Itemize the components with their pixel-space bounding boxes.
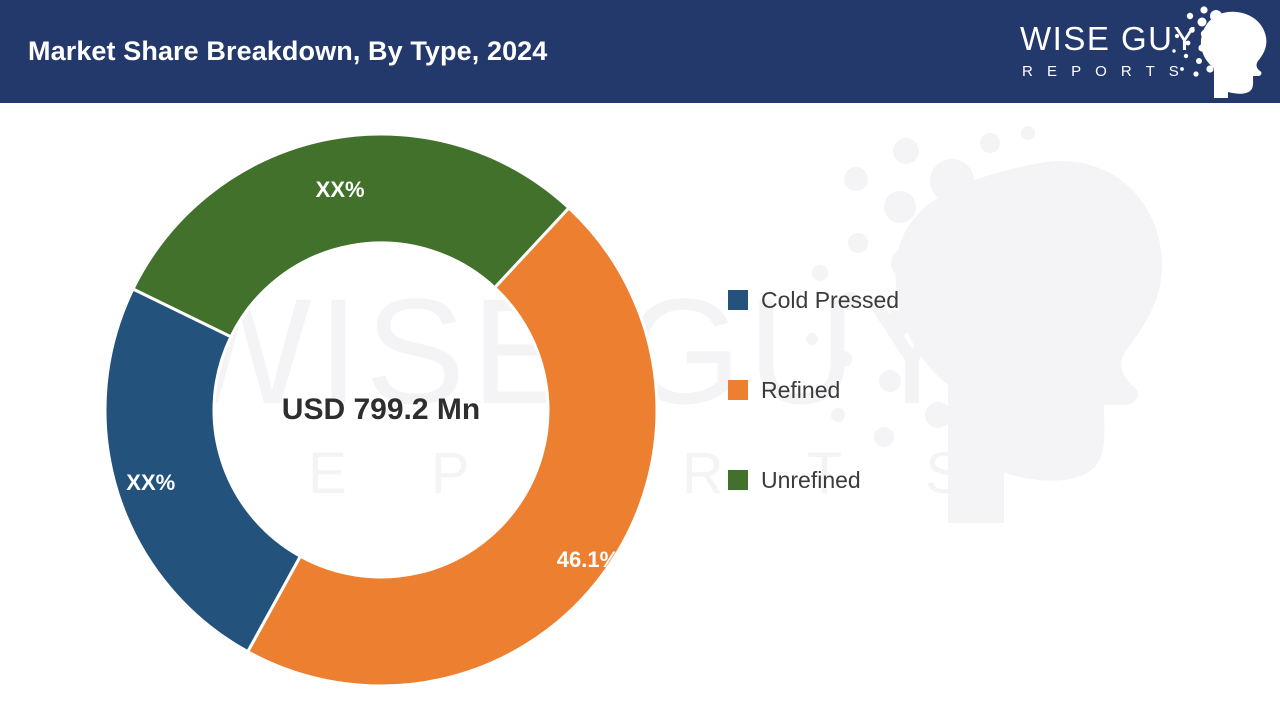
legend-label-cold-pressed: Cold Pressed [761,286,900,313]
donut-chart: XX% 46.1% XX% USD 799.2 Mn [0,103,1280,720]
donut-svg [103,132,659,688]
legend-item-refined[interactable]: Refined [728,345,1028,435]
legend-item-cold-pressed[interactable]: Cold Pressed [728,255,1028,345]
slice-label-refined: 46.1% [556,546,620,572]
logo-head-silhouette-icon [1172,6,1267,99]
donut-slice-cold-pressed[interactable] [103,287,303,654]
logo-wordmark-secondary: R E P O R T S [1022,63,1184,80]
donut-slices [103,132,659,688]
donut-center-value: USD 799.2 Mn [281,393,481,426]
legend-label-refined: Refined [761,376,841,403]
legend-item-unrefined[interactable]: Unrefined [728,435,1028,525]
chart-header-bar: Market Share Breakdown, By Type, 2024 WI… [0,0,1280,103]
legend-swatch-refined [728,380,748,400]
slice-label-cold-pressed: XX% [126,469,176,495]
page-title: Market Share Breakdown, By Type, 2024 [28,36,548,66]
logo-svg: WISE GUY R E P O R T S [1020,6,1267,99]
legend-swatch-unrefined [728,470,748,490]
legend-label-unrefined: Unrefined [761,466,861,493]
donut-slice-refined[interactable] [245,205,659,688]
donut-slice-unrefined[interactable] [130,132,572,339]
chart-legend: Cold Pressed Refined Unrefined [728,255,1028,525]
legend-swatch-cold-pressed [728,290,748,310]
chart-canvas: WISE GUY R E P O R T S XX% 46.1% XX% USD… [0,103,1280,720]
slice-label-unrefined: XX% [315,177,365,203]
wise-guy-reports-logo: WISE GUY R E P O R T S [1014,6,1274,99]
logo-wordmark-primary: WISE GUY [1020,20,1197,57]
